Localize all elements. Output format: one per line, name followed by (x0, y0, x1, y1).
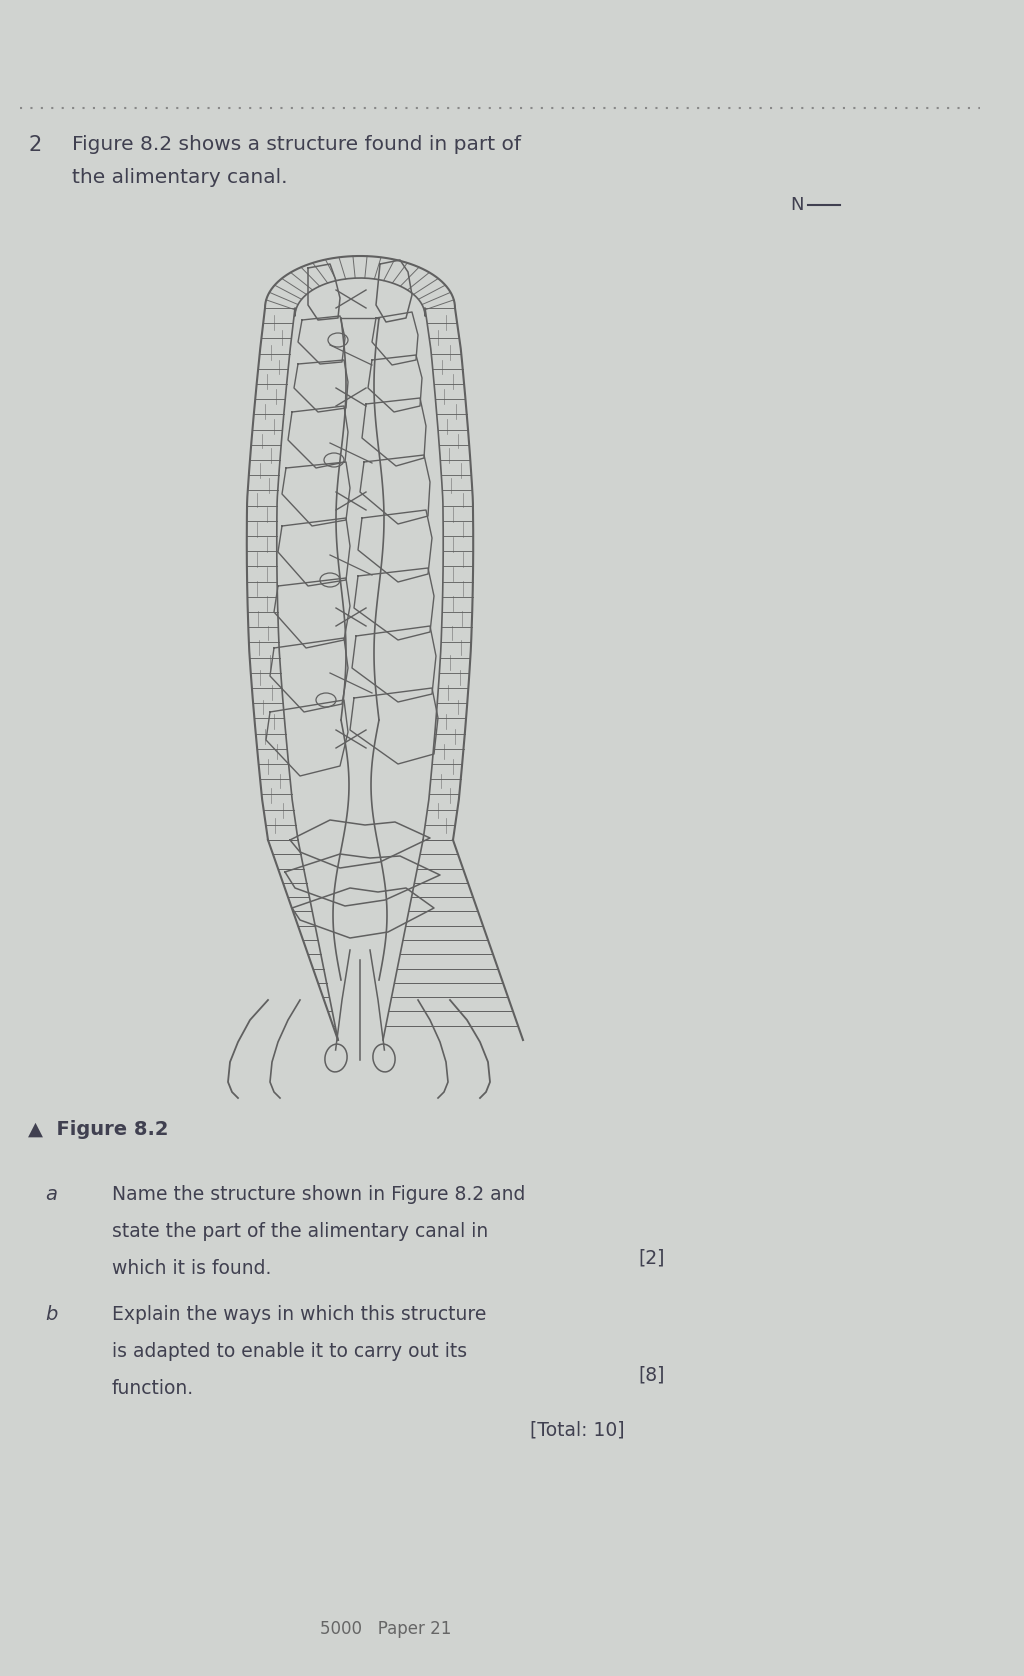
Text: a: a (45, 1185, 57, 1203)
Text: [8]: [8] (638, 1364, 665, 1384)
Text: Figure 8.2 shows a structure found in part of: Figure 8.2 shows a structure found in pa… (72, 136, 521, 154)
Text: function.: function. (112, 1379, 195, 1398)
Text: b: b (45, 1306, 57, 1324)
Text: Explain the ways in which this structure: Explain the ways in which this structure (112, 1306, 486, 1324)
Text: N: N (790, 196, 804, 215)
Text: [Total: 10]: [Total: 10] (530, 1420, 625, 1440)
Text: which it is found.: which it is found. (112, 1259, 271, 1279)
Text: ▲  Figure 8.2: ▲ Figure 8.2 (28, 1120, 169, 1140)
Text: 5000   Paper 21: 5000 Paper 21 (319, 1621, 452, 1637)
Text: Name the structure shown in Figure 8.2 and: Name the structure shown in Figure 8.2 a… (112, 1185, 525, 1203)
Text: [2]: [2] (638, 1249, 665, 1267)
Text: the alimentary canal.: the alimentary canal. (72, 168, 288, 188)
Text: state the part of the alimentary canal in: state the part of the alimentary canal i… (112, 1222, 488, 1240)
Text: 2: 2 (28, 136, 41, 154)
Text: is adapted to enable it to carry out its: is adapted to enable it to carry out its (112, 1342, 467, 1361)
